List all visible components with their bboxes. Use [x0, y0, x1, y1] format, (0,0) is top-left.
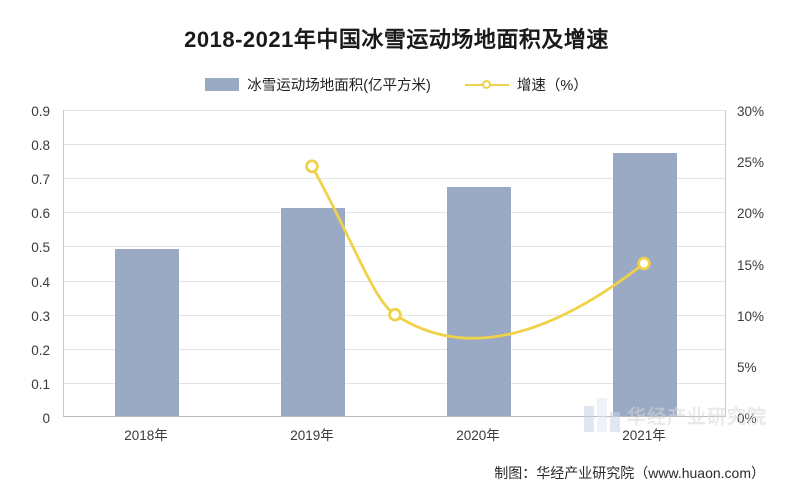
- bar-2021[interactable]: [613, 153, 677, 416]
- y-axis-left-tick: 0.2: [31, 343, 50, 358]
- y-axis-right-tick: 20%: [737, 206, 765, 221]
- gridline: [64, 110, 725, 111]
- watermark-text: 华经产业研究院: [626, 406, 767, 428]
- legend-item-bar[interactable]: 冰雪运动场地面积(亿平方米): [205, 74, 431, 95]
- y-axis-left-tick: 0.9: [31, 104, 50, 119]
- huaon-logo-icon: [583, 398, 620, 432]
- legend-item-line-label: 增速（%）: [516, 78, 588, 94]
- y-axis-left-tick: 0: [42, 411, 50, 426]
- legend-bar-swatch-icon: [205, 78, 240, 91]
- watermark: 华经产业研究院: [583, 398, 767, 432]
- line-point-2020: [388, 307, 402, 322]
- y-axis-left-tick: 0.7: [31, 172, 50, 187]
- source-caption: 制图：华经产业研究院（www.huaon.com）: [494, 465, 765, 481]
- growth-line: [310, 164, 646, 340]
- x-axis: 2018年 2019年 2020年 2021年: [63, 424, 726, 446]
- y-axis-right-tick: 5%: [737, 360, 757, 375]
- y-axis-right-tick: 15%: [737, 258, 765, 273]
- line-point-2021: [637, 256, 651, 271]
- bar-2018[interactable]: [115, 248, 179, 416]
- line-series: [305, 159, 651, 340]
- gridline: [64, 144, 725, 146]
- y-axis-right-tick: 0%: [737, 411, 757, 426]
- x-axis-label-2021: 2021年: [622, 428, 666, 443]
- y-axis-left-tick: 0.5: [31, 240, 50, 255]
- x-axis-label-2018: 2018年: [124, 428, 168, 443]
- line-point-2019: [305, 159, 319, 174]
- legend-line-marker-icon: [481, 79, 491, 89]
- gridline: [64, 382, 725, 384]
- y-axis-left-tick: 0.6: [31, 206, 50, 221]
- x-axis-label-2020: 2020年: [456, 428, 500, 443]
- gridline: [64, 280, 725, 282]
- y-axis-left-tick: 0.8: [31, 138, 50, 153]
- legend-line-swatch-icon: [464, 79, 509, 91]
- y-axis-left-tick: 0.1: [31, 377, 50, 392]
- bar-2019[interactable]: [281, 207, 345, 416]
- gridline: [64, 212, 725, 214]
- bar-2020[interactable]: [447, 187, 511, 416]
- y-axis-left-tick: 0.3: [31, 309, 50, 324]
- chart-title: 2018-2021年中国冰雪运动场地面积及增速: [184, 27, 609, 52]
- bar-series: [64, 110, 725, 416]
- y-axis-right-tick: 10%: [737, 309, 765, 324]
- chart-legend: 冰雪运动场地面积(亿平方米) 增速（%）: [0, 74, 793, 95]
- y-axis-left-tick: 0.4: [31, 275, 50, 290]
- legend-item-bar-label: 冰雪运动场地面积(亿平方米): [247, 78, 431, 94]
- x-axis-label-2019: 2019年: [290, 428, 334, 443]
- gridline: [64, 348, 725, 350]
- gridline: [64, 246, 725, 248]
- y-axis-right-tick: 25%: [737, 155, 765, 170]
- legend-item-line[interactable]: 增速（%）: [464, 74, 588, 95]
- y-axis-right-tick: 30%: [737, 104, 765, 119]
- gridline: [64, 178, 725, 180]
